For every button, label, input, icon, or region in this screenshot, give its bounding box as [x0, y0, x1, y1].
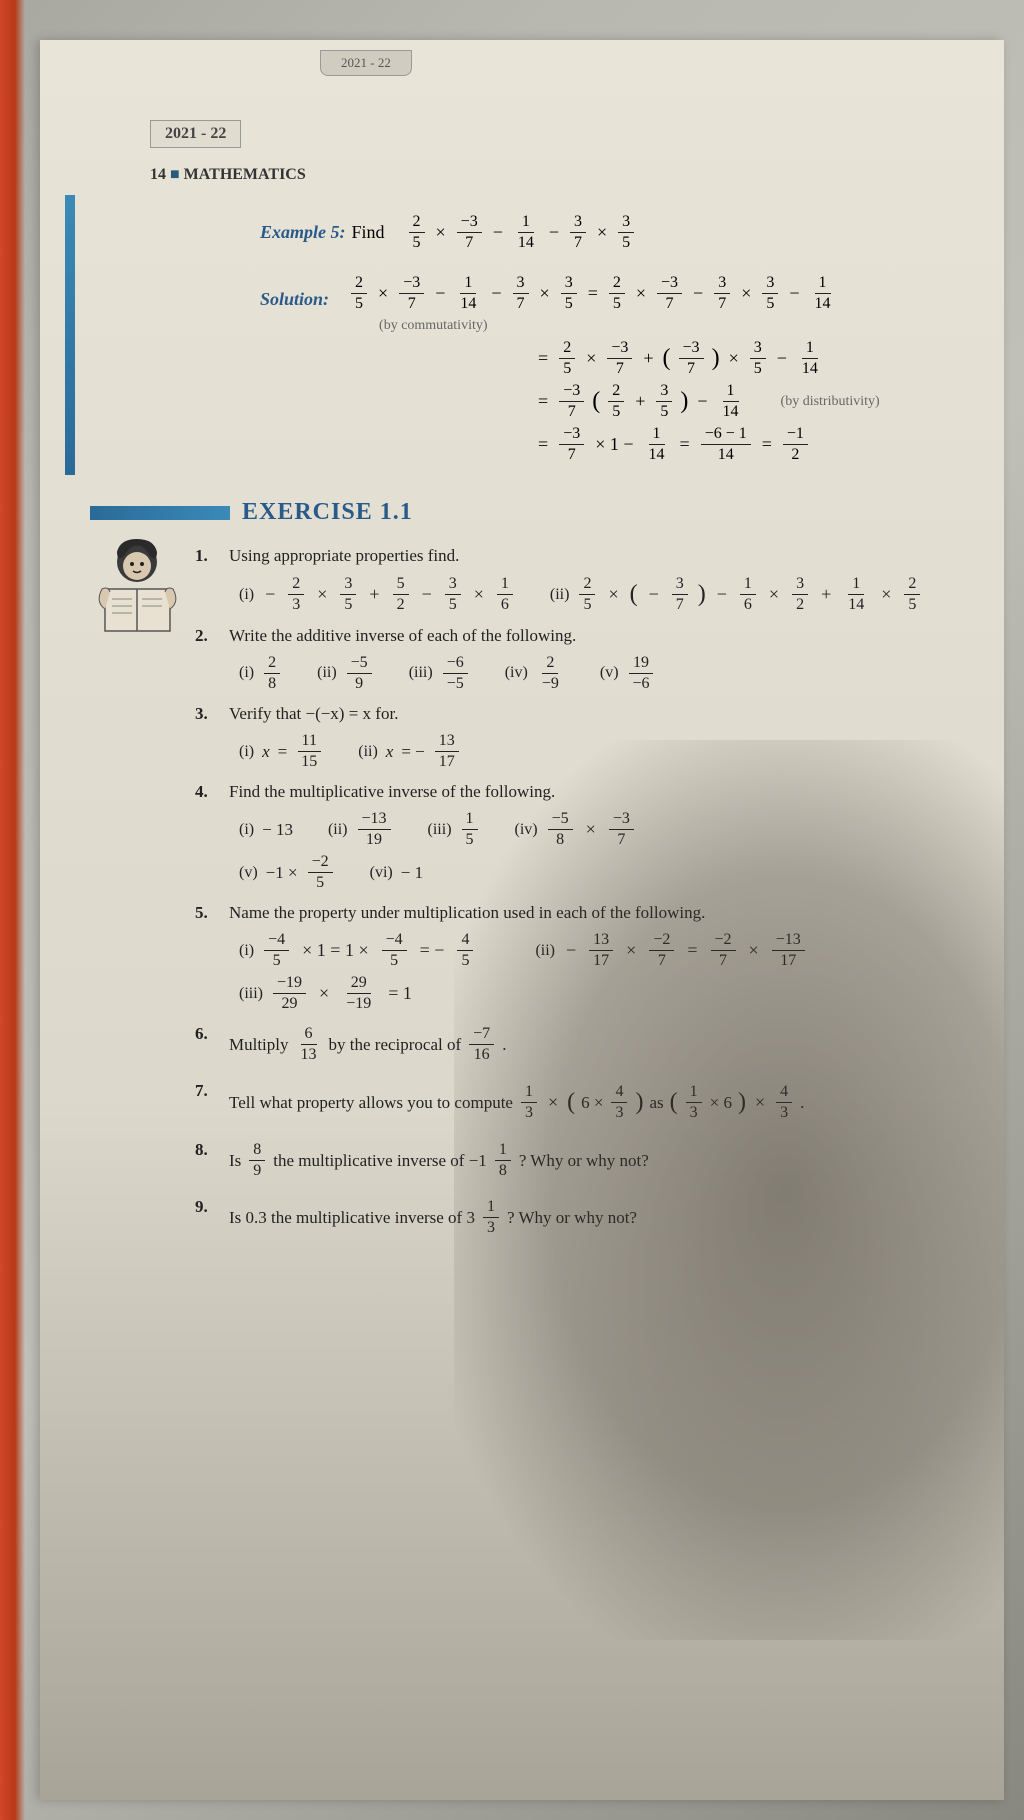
- solution-steps: 25× −37− 114− 37× 35 = 25× −37− 37× 35− …: [349, 269, 954, 469]
- example-label: Example 5:: [260, 222, 346, 243]
- q1-item-ii: (ii) 25× (−37)− 16× 32+ 114× 25: [550, 575, 922, 613]
- page-header: 14 ■ MATHEMATICS: [150, 166, 954, 184]
- exercise-title: EXERCISE 1.1: [242, 499, 413, 526]
- question-8: 8. Is 89 the multiplicative inverse of −…: [195, 1136, 954, 1185]
- square-bullet: ■: [170, 166, 184, 183]
- fraction: 114: [514, 214, 538, 251]
- question-4: 4. Find the multiplicative inverse of th…: [195, 778, 954, 891]
- q1-text: Using appropriate properties find.: [229, 546, 459, 565]
- questions-list: 1. Using appropriate properties find. (i…: [195, 534, 954, 1250]
- example-block: Example 5: Find 25× −37− 114− 37× 35 Sol…: [260, 214, 954, 469]
- fraction: −37: [457, 214, 482, 251]
- q1-item-i: (i) −23× 35+ 52− 35× 16: [239, 576, 515, 613]
- exercise-header: EXERCISE 1.1: [90, 499, 954, 526]
- annotation-distributivity: (by distributivity): [781, 394, 880, 410]
- fraction: 35: [618, 214, 634, 251]
- fraction: 25: [409, 214, 425, 251]
- question-6: 6. Multiply 613 by the reciprocal of −71…: [195, 1020, 954, 1069]
- question-9: 9. Is 0.3 the multiplicative inverse of …: [195, 1193, 954, 1242]
- fraction: 37: [570, 214, 586, 251]
- question-7: 7. Tell what property allows you to comp…: [195, 1077, 954, 1127]
- exercise-bar: [90, 506, 230, 520]
- annotation-commutativity: (by commutativity): [379, 318, 487, 334]
- book-spine-edge: [0, 0, 25, 1820]
- top-edge-tab: 2021 - 22: [320, 50, 412, 76]
- q4-text: Find the multiplicative inverse of the f…: [229, 782, 555, 801]
- margin-blue-bar: [65, 195, 75, 475]
- q2-text: Write the additive inverse of each of th…: [229, 626, 576, 645]
- subject-label: MATHEMATICS: [184, 166, 306, 183]
- question-5: 5. Name the property under multiplicatio…: [195, 899, 954, 1012]
- q5-text: Name the property under multiplication u…: [229, 903, 705, 922]
- girl-reading-icon: [90, 534, 185, 644]
- year-box: 2021 - 22: [150, 120, 241, 148]
- solution-label: Solution:: [260, 289, 329, 310]
- question-1: 1. Using appropriate properties find. (i…: [195, 542, 954, 614]
- example-prompt: Find: [352, 222, 385, 243]
- textbook-page: 2021 - 22 2021 - 22 14 ■ MATHEMATICS Exa…: [40, 40, 1004, 1800]
- question-2: 2. Write the additive inverse of each of…: [195, 622, 954, 692]
- question-3: 3. Verify that −(−x) = x for. (i) x = 11…: [195, 700, 954, 770]
- page-number: 14: [150, 166, 166, 183]
- q3-text: Verify that −(−x) = x for.: [229, 704, 398, 723]
